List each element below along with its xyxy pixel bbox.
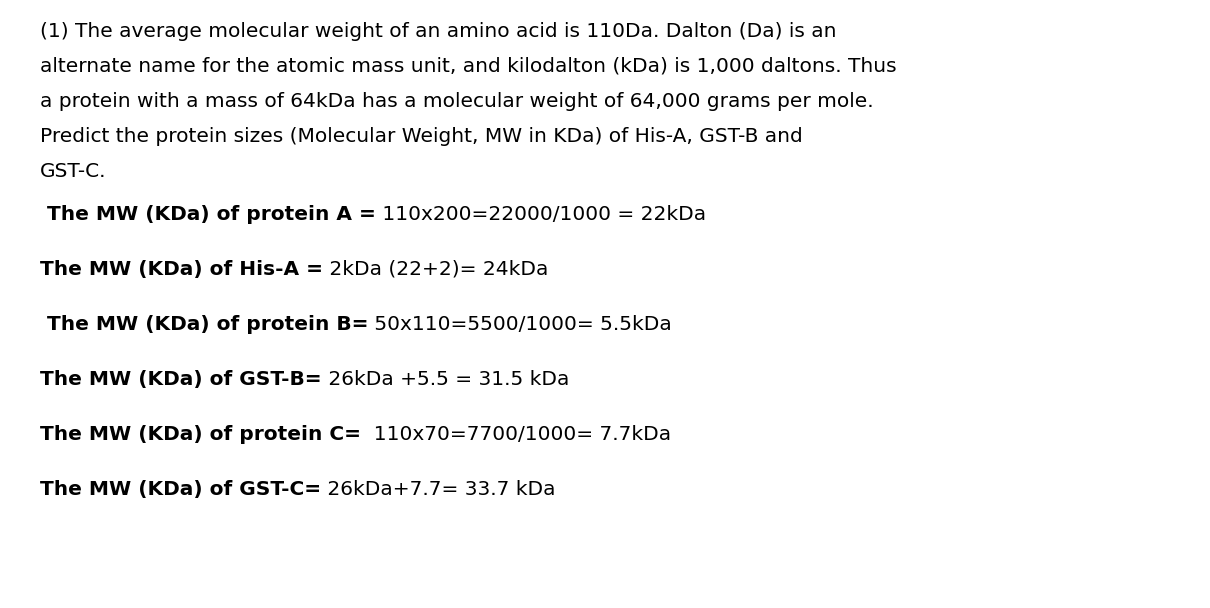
Text: The MW (KDa) of His-A =: The MW (KDa) of His-A = <box>40 260 323 279</box>
Text: The MW (KDa) of GST-B=: The MW (KDa) of GST-B= <box>40 370 322 389</box>
Text: a protein with a mass of 64kDa has a molecular weight of 64,000 grams per mole.: a protein with a mass of 64kDa has a mol… <box>40 92 874 111</box>
Text: The MW (KDa) of GST-C=: The MW (KDa) of GST-C= <box>40 480 321 499</box>
Text: The MW (KDa) of protein C=: The MW (KDa) of protein C= <box>40 425 361 444</box>
Text: Predict the protein sizes (Molecular Weight, MW in KDa) of His-A, GST-B and: Predict the protein sizes (Molecular Wei… <box>40 127 802 146</box>
Text: 110x70=7700/1000= 7.7kDa: 110x70=7700/1000= 7.7kDa <box>361 425 672 444</box>
Text: (1) The average molecular weight of an amino acid is 110Da. Dalton (Da) is an: (1) The average molecular weight of an a… <box>40 22 836 41</box>
Text: 26kDa+7.7= 33.7 kDa: 26kDa+7.7= 33.7 kDa <box>321 480 555 499</box>
Text: The MW (KDa) of protein A =: The MW (KDa) of protein A = <box>40 205 376 224</box>
Text: alternate name for the atomic mass unit, and kilodalton (kDa) is 1,000 daltons. : alternate name for the atomic mass unit,… <box>40 57 897 76</box>
Text: 2kDa (22+2)= 24kDa: 2kDa (22+2)= 24kDa <box>323 260 548 279</box>
Text: 110x200=22000/1000 = 22kDa: 110x200=22000/1000 = 22kDa <box>376 205 705 224</box>
Text: The MW (KDa) of protein B=: The MW (KDa) of protein B= <box>40 315 369 334</box>
Text: GST-C.: GST-C. <box>40 162 106 181</box>
Text: 26kDa +5.5 = 31.5 kDa: 26kDa +5.5 = 31.5 kDa <box>322 370 569 389</box>
Text: 50x110=5500/1000= 5.5kDa: 50x110=5500/1000= 5.5kDa <box>369 315 673 334</box>
